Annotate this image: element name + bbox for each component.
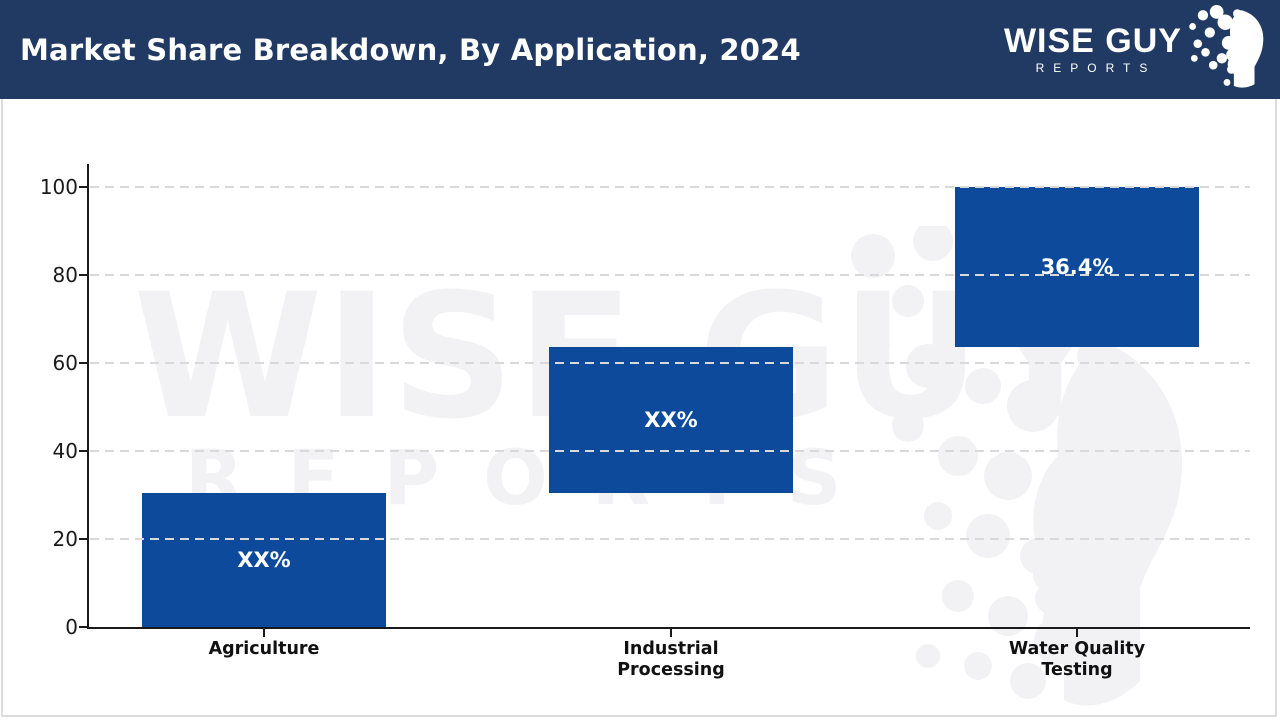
y-tick-mark — [79, 362, 88, 364]
x-category-label-line: Water Quality — [1008, 639, 1146, 659]
y-tick-label: 80 — [52, 263, 78, 287]
x-category-label-line: Industrial — [623, 639, 719, 659]
logo-reports-text: REPORTS — [1035, 61, 1157, 75]
gridline-100 — [90, 186, 1250, 188]
logo-wordmark-text: WISE GUY — [1003, 22, 1182, 60]
bar-industrial-processing — [549, 347, 793, 494]
logo-face-icon — [1184, 4, 1270, 96]
header: Market Share Breakdown, By Application, … — [0, 0, 1280, 99]
page-title: Market Share Breakdown, By Application, … — [20, 32, 801, 67]
y-tick-mark — [79, 186, 88, 188]
bar-value-label-agriculture: XX% — [237, 548, 291, 573]
bar-agriculture — [142, 493, 386, 627]
y-tick-label: 60 — [52, 351, 78, 375]
x-category-label-line: Agriculture — [208, 639, 320, 659]
x-category-label-line: Processing — [617, 660, 725, 680]
x-tick-mark — [263, 628, 265, 637]
y-axis-spine — [87, 164, 89, 629]
y-tick-label: 40 — [52, 439, 78, 463]
y-tick-label: 0 — [65, 615, 78, 639]
x-category-label-water-quality-testing: Water Quality Testing — [937, 639, 1217, 681]
y-tick-mark — [79, 274, 88, 276]
bar-water-quality-testing — [955, 187, 1199, 348]
x-category-label-industrial-processing: Industrial Processing — [531, 639, 811, 681]
y-tick-label: 100 — [39, 175, 78, 199]
y-tick-mark — [79, 450, 88, 452]
gridline-60 — [90, 362, 1250, 364]
bar-value-label-water-quality-testing: 36.4% — [1040, 255, 1114, 280]
gridline-40 — [90, 450, 1250, 452]
y-tick-mark — [79, 538, 88, 540]
y-tick-label: 20 — [52, 527, 78, 551]
brand-logo: WISE GUY REPORTS — [1004, 4, 1270, 96]
bar-value-label-industrial-processing: XX% — [644, 408, 698, 433]
x-tick-mark — [1076, 628, 1078, 637]
x-category-label-line: Testing — [1041, 660, 1113, 680]
y-tick-mark — [79, 626, 88, 628]
x-axis-spine — [87, 627, 1250, 629]
gridline-20 — [90, 538, 1250, 540]
x-tick-mark — [670, 628, 672, 637]
x-category-label-agriculture: Agriculture — [124, 639, 404, 660]
logo-wordmark: WISE GUY REPORTS — [1004, 24, 1182, 75]
gridline-80 — [90, 274, 1250, 276]
